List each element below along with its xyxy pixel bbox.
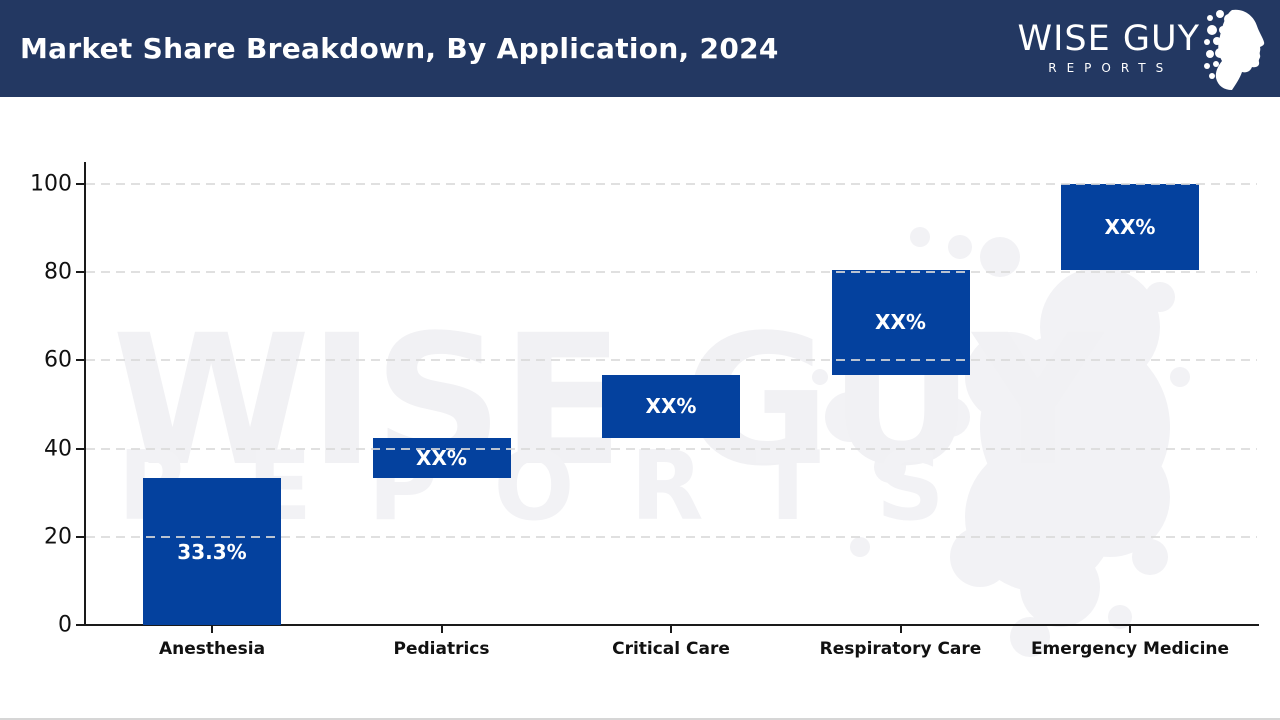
y-tick-label-60: 60	[44, 347, 72, 373]
bar-critical-care: XX%	[602, 374, 740, 438]
bar-emergency-medicine: XX%	[1061, 184, 1199, 270]
x-tick-mark-pediatrics	[440, 626, 443, 633]
gridline-40	[86, 447, 1257, 450]
bar-label-critical-care: XX%	[645, 394, 697, 419]
y-tick-mark-100	[76, 183, 84, 185]
bar-pediatrics: XX%	[372, 437, 511, 479]
y-tick-label-0: 0	[58, 612, 72, 638]
wise-guy-logo: WISE GUY REPORTS	[1017, 6, 1280, 92]
logo-text: WISE GUY REPORTS	[1017, 19, 1200, 76]
x-axis-line	[84, 624, 1259, 626]
bar-label-emergency-medicine: XX%	[1104, 214, 1156, 239]
dotted-head-icon	[1204, 9, 1265, 90]
y-tick-label-100: 100	[30, 171, 72, 197]
gridline-60	[86, 359, 1257, 362]
x-tick-mark-critical-care	[670, 626, 672, 633]
x-tick-mark-anesthesia	[211, 626, 213, 633]
gridline-20	[86, 535, 1257, 538]
bar-label-pediatrics: XX%	[416, 445, 467, 470]
gridline-100	[86, 183, 1257, 185]
gridline-80	[86, 271, 1257, 274]
logo-wordmark: WISE GUY	[1017, 19, 1200, 59]
y-tick-label-80: 80	[44, 259, 72, 285]
bar-label-anesthesia: 33.3%	[177, 539, 247, 564]
y-tick-mark-0	[76, 624, 84, 626]
x-axis-label-critical-care: Critical Care	[612, 639, 730, 659]
y-tick-label-40: 40	[44, 436, 72, 462]
logo-subtitle: REPORTS	[1048, 61, 1174, 75]
x-axis-label-respiratory-care: Respiratory Care	[819, 639, 982, 659]
y-axis-line	[84, 162, 86, 626]
x-tick-mark-respiratory-care	[899, 626, 902, 633]
bar-anesthesia: 33.3%	[143, 478, 281, 625]
x-tick-mark-emergency-medicine	[1129, 626, 1131, 633]
x-axis-label-anesthesia: Anesthesia	[158, 639, 266, 659]
bar-label-respiratory-care: XX%	[875, 310, 926, 335]
x-axis-label-pediatrics: Pediatrics	[393, 639, 490, 659]
header-bar: Market Share Breakdown, By Application, …	[0, 0, 1280, 97]
y-tick-mark-20	[76, 535, 84, 538]
x-axis-label-emergency-medicine: Emergency Medicine	[1030, 639, 1230, 659]
y-tick-mark-60	[76, 359, 84, 362]
y-tick-label-20: 20	[44, 524, 72, 550]
y-tick-mark-40	[76, 447, 84, 450]
y-tick-mark-80	[76, 271, 84, 274]
page-title: Market Share Breakdown, By Application, …	[20, 32, 779, 65]
